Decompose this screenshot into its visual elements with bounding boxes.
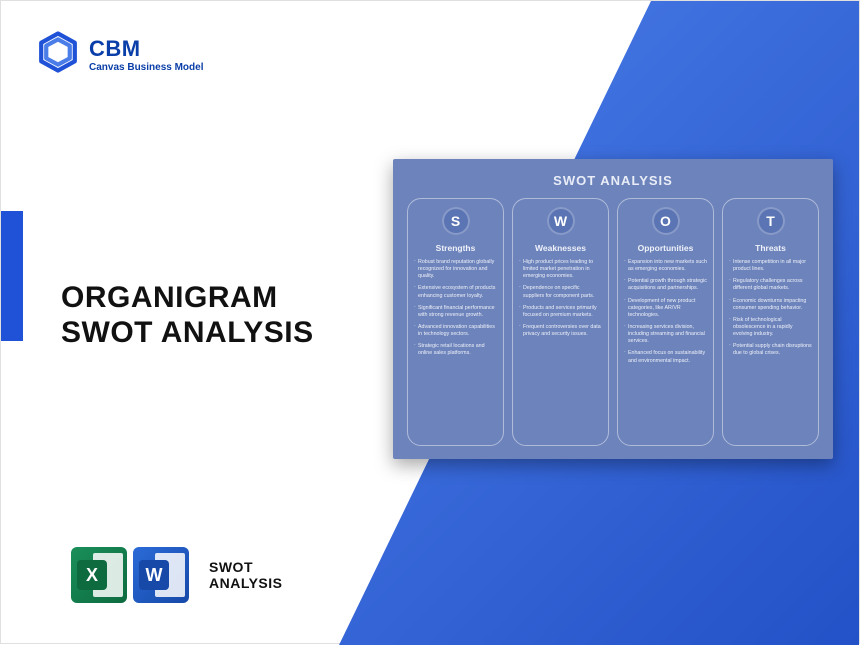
swot-items-threats: Intense competition in all major product… xyxy=(729,259,812,363)
swot-badge-s: S xyxy=(442,207,470,235)
list-item: Intense competition in all major product… xyxy=(729,259,812,273)
swot-badge-w: W xyxy=(547,207,575,235)
swot-heading-threats: Threats xyxy=(755,243,786,253)
logo: CBM Canvas Business Model xyxy=(37,31,203,78)
swot-items-strengths: Robust brand reputation globally recogni… xyxy=(414,259,497,363)
footer-line-2: ANALYSIS xyxy=(209,575,283,591)
list-item: Expansion into new markets such as emerg… xyxy=(624,259,707,273)
swot-heading-opportunities: Opportunities xyxy=(638,243,694,253)
page-title: ORGANIGRAM SWOT ANALYSIS xyxy=(61,281,314,350)
swot-card-title: SWOT ANALYSIS xyxy=(407,173,819,188)
list-item: High product prices leading to limited m… xyxy=(519,259,602,280)
footer-text: SWOT ANALYSIS xyxy=(209,559,283,591)
brand-name: CBM xyxy=(89,36,203,62)
list-item: Potential supply chain disruptions due t… xyxy=(729,343,812,357)
swot-card: SWOT ANALYSIS S Strengths Robust brand r… xyxy=(393,159,833,459)
list-item: Regulatory challenges across different g… xyxy=(729,278,812,292)
word-icon: W xyxy=(133,547,189,603)
word-letter: W xyxy=(139,560,169,590)
swot-items-weaknesses: High product prices leading to limited m… xyxy=(519,259,602,343)
footer: X W SWOT ANALYSIS xyxy=(71,547,283,603)
excel-letter: X xyxy=(77,560,107,590)
list-item: Significant financial performance with s… xyxy=(414,305,497,319)
page: CBM Canvas Business Model ORGANIGRAM SWO… xyxy=(0,0,860,644)
list-item: Products and services primarily focused … xyxy=(519,305,602,319)
swot-col-threats: T Threats Intense competition in all maj… xyxy=(722,198,819,446)
swot-heading-strengths: Strengths xyxy=(436,243,476,253)
title-line-1: ORGANIGRAM xyxy=(61,281,278,314)
brand-subtitle: Canvas Business Model xyxy=(89,62,203,73)
title-line-2: SWOT ANALYSIS xyxy=(61,316,314,349)
list-item: Enhanced focus on sustainability and env… xyxy=(624,350,707,364)
list-item: Risk of technological obsolescence in a … xyxy=(729,317,812,338)
list-item: Increasing services division, including … xyxy=(624,324,707,345)
swot-columns: S Strengths Robust brand reputation glob… xyxy=(407,198,819,446)
swot-col-weaknesses: W Weaknesses High product prices leading… xyxy=(512,198,609,446)
swot-badge-o: O xyxy=(652,207,680,235)
list-item: Dependence on specific suppliers for com… xyxy=(519,285,602,299)
swot-badge-t: T xyxy=(757,207,785,235)
swot-col-strengths: S Strengths Robust brand reputation glob… xyxy=(407,198,504,446)
swot-heading-weaknesses: Weaknesses xyxy=(535,243,586,253)
list-item: Extensive ecosystem of products enhancin… xyxy=(414,285,497,299)
logo-icon xyxy=(37,31,79,78)
swot-col-opportunities: O Opportunities Expansion into new marke… xyxy=(617,198,714,446)
list-item: Frequent controversies over data privacy… xyxy=(519,324,602,338)
swot-items-opportunities: Expansion into new markets such as emerg… xyxy=(624,259,707,370)
list-item: Potential growth through strategic acqui… xyxy=(624,278,707,292)
list-item: Advanced innovation capabilities in tech… xyxy=(414,324,497,338)
list-item: Robust brand reputation globally recogni… xyxy=(414,259,497,280)
footer-line-1: SWOT xyxy=(209,559,283,575)
list-item: Development of new product categories, l… xyxy=(624,298,707,319)
logo-text: CBM Canvas Business Model xyxy=(89,36,203,73)
list-item: Economic downturns impacting consumer sp… xyxy=(729,298,812,312)
left-accent-bar xyxy=(1,211,23,341)
excel-icon: X xyxy=(71,547,127,603)
list-item: Strategic retail locations and online sa… xyxy=(414,343,497,357)
